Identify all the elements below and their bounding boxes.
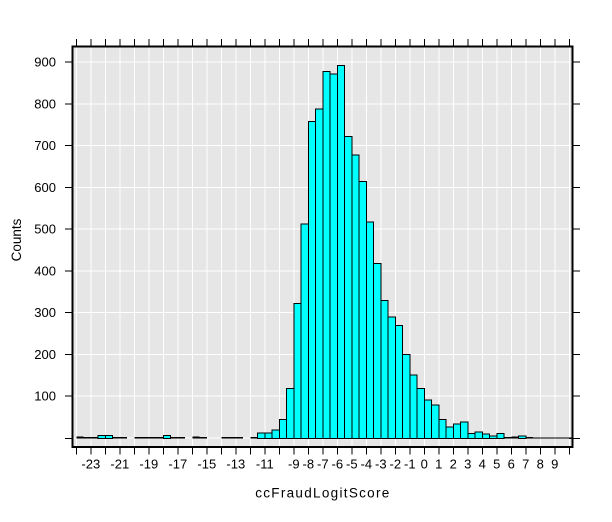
svg-text:-8: -8 (303, 457, 315, 472)
svg-text:-1: -1 (404, 457, 416, 472)
svg-text:3: 3 (464, 457, 471, 472)
svg-text:-3: -3 (375, 457, 387, 472)
svg-text:-11: -11 (256, 457, 274, 472)
svg-text:-19: -19 (139, 457, 158, 472)
svg-text:900: 900 (34, 55, 56, 70)
svg-text:6: 6 (508, 457, 515, 472)
svg-text:4: 4 (479, 457, 486, 472)
svg-text:-7: -7 (317, 457, 329, 472)
svg-text:300: 300 (34, 305, 56, 320)
svg-text:0: 0 (421, 457, 428, 472)
svg-text:-5: -5 (346, 457, 358, 472)
svg-text:-21: -21 (110, 457, 129, 472)
svg-text:800: 800 (34, 96, 56, 111)
svg-text:200: 200 (34, 347, 56, 362)
svg-text:600: 600 (34, 180, 56, 195)
svg-text:-4: -4 (361, 457, 373, 472)
svg-text:100: 100 (34, 389, 56, 404)
svg-text:400: 400 (34, 263, 56, 278)
svg-text:500: 500 (34, 222, 56, 237)
svg-text:ccFraudLogitScore: ccFraudLogitScore (255, 485, 390, 500)
svg-text:-6: -6 (332, 457, 344, 472)
svg-text:2: 2 (450, 457, 457, 472)
svg-text:9: 9 (551, 457, 558, 472)
svg-text:-2: -2 (390, 457, 402, 472)
svg-text:-9: -9 (288, 457, 300, 472)
svg-text:700: 700 (34, 138, 56, 153)
svg-text:8: 8 (537, 457, 544, 472)
svg-text:5: 5 (493, 457, 500, 472)
svg-text:Counts: Counts (9, 218, 24, 261)
svg-text:-17: -17 (168, 457, 187, 472)
svg-text:-23: -23 (81, 457, 100, 472)
svg-text:-15: -15 (197, 457, 216, 472)
svg-text:1: 1 (435, 457, 442, 472)
svg-text:-13: -13 (226, 457, 245, 472)
svg-text:7: 7 (522, 457, 529, 472)
